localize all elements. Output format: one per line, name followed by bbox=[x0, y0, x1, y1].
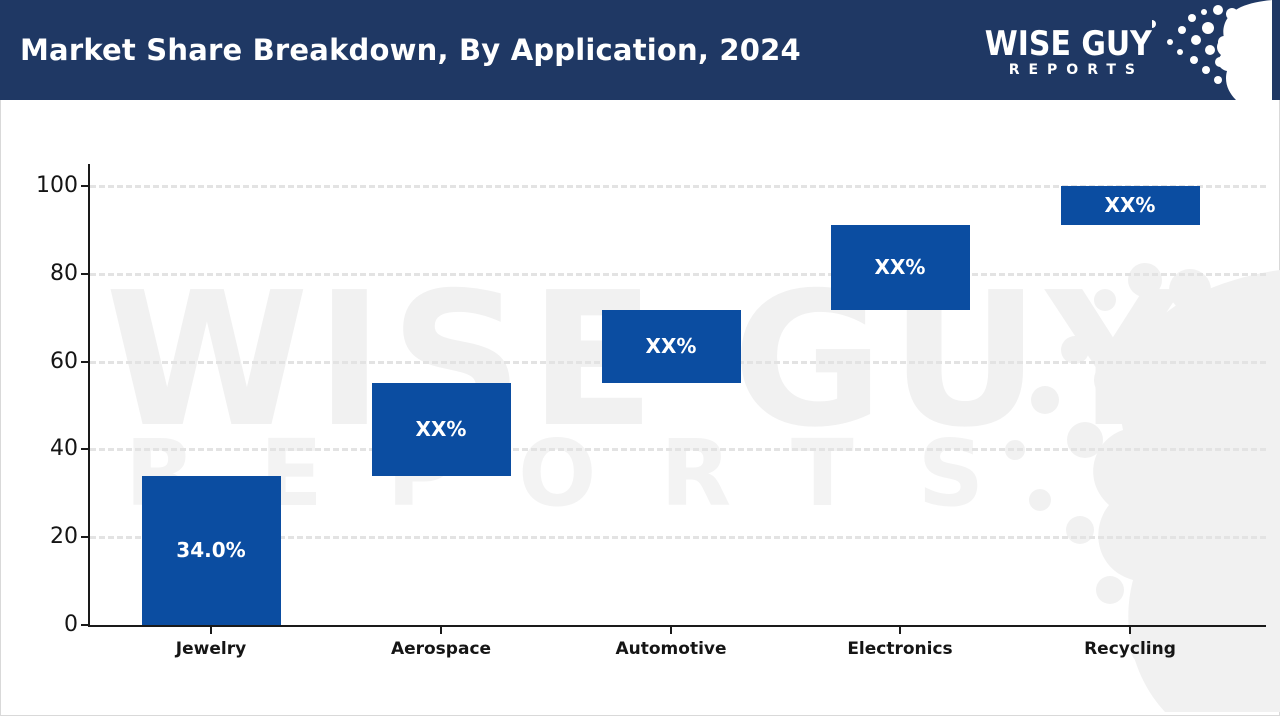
page-title: Market Share Breakdown, By Application, … bbox=[20, 33, 801, 67]
y-tick-mark bbox=[81, 272, 88, 275]
x-tick-label-automotive: Automotive bbox=[615, 639, 727, 659]
watermark-face-icon bbox=[1005, 220, 1280, 712]
y-tick-label: 80 bbox=[50, 260, 78, 286]
y-tick-label: 20 bbox=[50, 524, 78, 550]
logo-subtext: REPORTS bbox=[1008, 62, 1144, 78]
y-tick-mark bbox=[81, 185, 88, 187]
x-tick-mark bbox=[670, 627, 672, 634]
bar-value-label: XX% bbox=[874, 255, 926, 280]
bar-aerospace bbox=[371, 382, 511, 476]
gridline-40 bbox=[90, 448, 1266, 452]
gridline-20 bbox=[90, 536, 1266, 540]
bar-value-label: XX% bbox=[415, 417, 467, 442]
y-tick-mark bbox=[81, 360, 88, 363]
y-tick-mark bbox=[81, 536, 88, 539]
x-tick-label-jewelry: Jewelry bbox=[175, 639, 247, 659]
y-tick-label: 40 bbox=[50, 436, 78, 462]
bar-recycling bbox=[1060, 186, 1200, 225]
bar-value-label: XX% bbox=[645, 334, 697, 359]
x-tick-label-aerospace: Aerospace bbox=[390, 639, 492, 659]
y-tick-label: 60 bbox=[50, 348, 78, 374]
y-tick-label: 0 bbox=[64, 612, 78, 637]
gridline-100 bbox=[90, 185, 1266, 188]
wise-guy-logo: WISE GUY REPORTS bbox=[985, 0, 1272, 100]
y-tick-label: 100 bbox=[36, 173, 78, 198]
gridline-80 bbox=[90, 272, 1266, 276]
y-tick-mark bbox=[81, 448, 88, 451]
x-tick-mark bbox=[210, 627, 212, 634]
x-tick-mark bbox=[1129, 627, 1131, 634]
bar-electronics bbox=[830, 224, 970, 310]
y-tick-mark bbox=[81, 624, 88, 626]
bar-jewelry bbox=[141, 475, 281, 625]
x-tick-label-electronics: Electronics bbox=[847, 639, 953, 659]
x-tick-mark bbox=[899, 627, 901, 634]
logo-wordmark: WISE GUY bbox=[984, 24, 1152, 64]
x-tick-mark bbox=[440, 627, 442, 634]
logo-face-icon bbox=[1152, 0, 1272, 100]
bar-value-label: 34.0% bbox=[176, 538, 246, 563]
bar-value-label: XX% bbox=[1104, 193, 1156, 218]
y-axis-spine bbox=[88, 164, 90, 627]
x-axis-spine bbox=[88, 625, 1266, 627]
header: Market Share Breakdown, By Application, … bbox=[0, 0, 1280, 100]
x-tick-label-recycling: Recycling bbox=[1084, 639, 1176, 659]
bar-automotive bbox=[601, 309, 741, 383]
